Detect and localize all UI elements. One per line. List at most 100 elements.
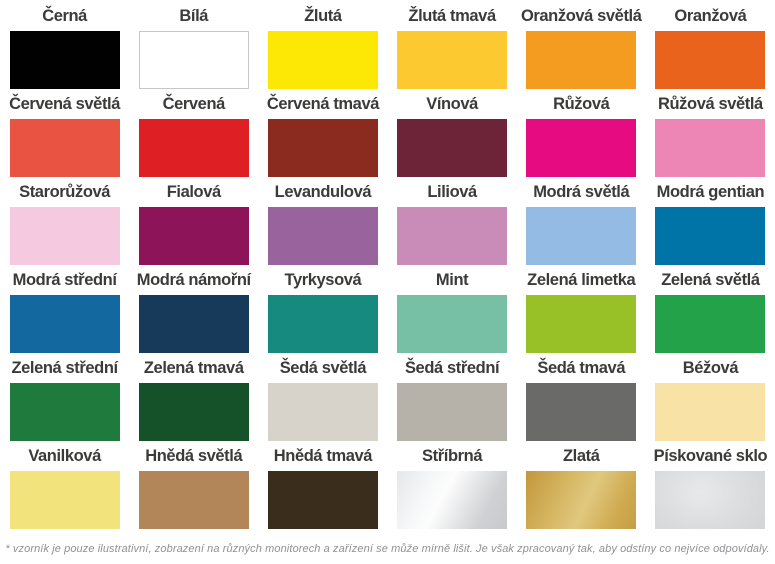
color-swatch [655,119,766,177]
color-swatch [9,295,120,353]
color-label: Modrá střední [12,271,117,289]
color-label: Červená světlá [9,95,121,113]
color-swatch [397,471,508,529]
color-label: Zelená střední [11,359,118,377]
color-swatch [138,119,249,177]
color-label: Oranžová světlá [520,7,642,25]
color-swatch [655,31,766,89]
color-label: Žlutá [304,7,342,25]
color-label: Zelená limetka [527,271,636,289]
color-cell: Modrá světlá [517,178,646,266]
color-cell: Hnědá tmavá [258,442,387,530]
color-label: Hnědá světlá [145,447,243,465]
color-label: Žlutá tmavá [408,7,496,25]
color-swatch [267,383,378,441]
color-swatch [138,295,249,353]
color-swatch [655,207,766,265]
color-swatch [9,31,120,89]
color-label: Zelená tmavá [143,359,244,377]
disclaimer-note: * vzorník je pouze ilustrativní, zobraze… [5,543,770,555]
color-label: Fialová [166,183,221,201]
color-cell: Červená světlá [0,90,129,178]
color-label: Černá [42,7,87,25]
color-label: Růžová světlá [657,95,763,113]
color-cell: Zelená limetka [517,266,646,354]
color-label: Modrá námořní [136,271,251,289]
color-cell: Modrá gentian [646,178,775,266]
color-label: Stříbrná [422,447,483,465]
color-swatch [267,471,378,529]
color-cell: Stříbrná [388,442,517,530]
color-swatch [397,383,508,441]
color-cell: Zelená střední [0,354,129,442]
color-cell: Červená tmavá [258,90,387,178]
color-swatch [267,31,378,89]
color-swatch [655,383,766,441]
color-cell: Zelená světlá [646,266,775,354]
color-cell: Vanilková [0,442,129,530]
color-cell: Tyrkysová [258,266,387,354]
color-label: Tyrkysová [284,271,362,289]
color-label: Červená tmavá [266,95,380,113]
color-swatch [655,295,766,353]
color-label: Oranžová [674,7,747,25]
color-label: Modrá světlá [533,183,630,201]
color-swatch [9,207,120,265]
color-cell: Bílá [129,2,258,90]
color-cell: Hnědá světlá [129,442,258,530]
color-cell: Modrá námořní [129,266,258,354]
color-swatch [9,471,120,529]
color-swatch [138,383,249,441]
color-label: Pískované sklo [653,447,768,465]
color-label: Béžová [682,359,739,377]
color-label: Modrá gentian [656,183,765,201]
color-swatch [267,295,378,353]
color-swatch [526,295,637,353]
color-swatch [526,31,637,89]
color-swatch [397,295,508,353]
color-cell: Béžová [646,354,775,442]
color-label: Levandulová [274,183,372,201]
color-swatch [397,119,508,177]
color-swatch [526,119,637,177]
color-label: Mint [435,271,469,289]
color-label: Růžová [553,95,610,113]
color-swatch [397,207,508,265]
color-swatch [9,119,120,177]
color-cell: Starorůžová [0,178,129,266]
color-label: Hnědá tmavá [273,447,373,465]
color-cell: Liliová [388,178,517,266]
color-cell: Oranžová světlá [517,2,646,90]
color-label: Bílá [179,7,209,25]
color-cell: Vínová [388,90,517,178]
color-cell: Červená [129,90,258,178]
color-cell: Modrá střední [0,266,129,354]
color-swatch [267,119,378,177]
color-label: Zlatá [562,447,600,465]
color-palette-grid: Černá Bílá Žlutá Žlutá tmavá Oranžová sv… [0,2,775,530]
color-swatch [267,207,378,265]
color-label: Starorůžová [19,183,111,201]
color-label: Šedá světlá [279,359,367,377]
color-cell: Růžová [517,90,646,178]
color-label: Šedá tmavá [537,359,626,377]
color-swatch [138,471,249,529]
color-label: Liliová [427,183,477,201]
color-cell: Šedá světlá [258,354,387,442]
color-swatch [138,207,249,265]
color-cell: Mint [388,266,517,354]
color-swatch [397,31,508,89]
color-label: Vanilková [28,447,101,465]
color-cell: Šedá střední [388,354,517,442]
color-cell: Levandulová [258,178,387,266]
color-swatch [138,31,249,89]
color-cell: Zlatá [517,442,646,530]
color-cell: Černá [0,2,129,90]
color-swatch [9,383,120,441]
color-label: Šedá střední [404,359,500,377]
color-label: Zelená světlá [661,271,760,289]
color-swatch [526,383,637,441]
color-cell: Růžová světlá [646,90,775,178]
color-swatch [655,471,766,529]
color-cell: Žlutá tmavá [388,2,517,90]
